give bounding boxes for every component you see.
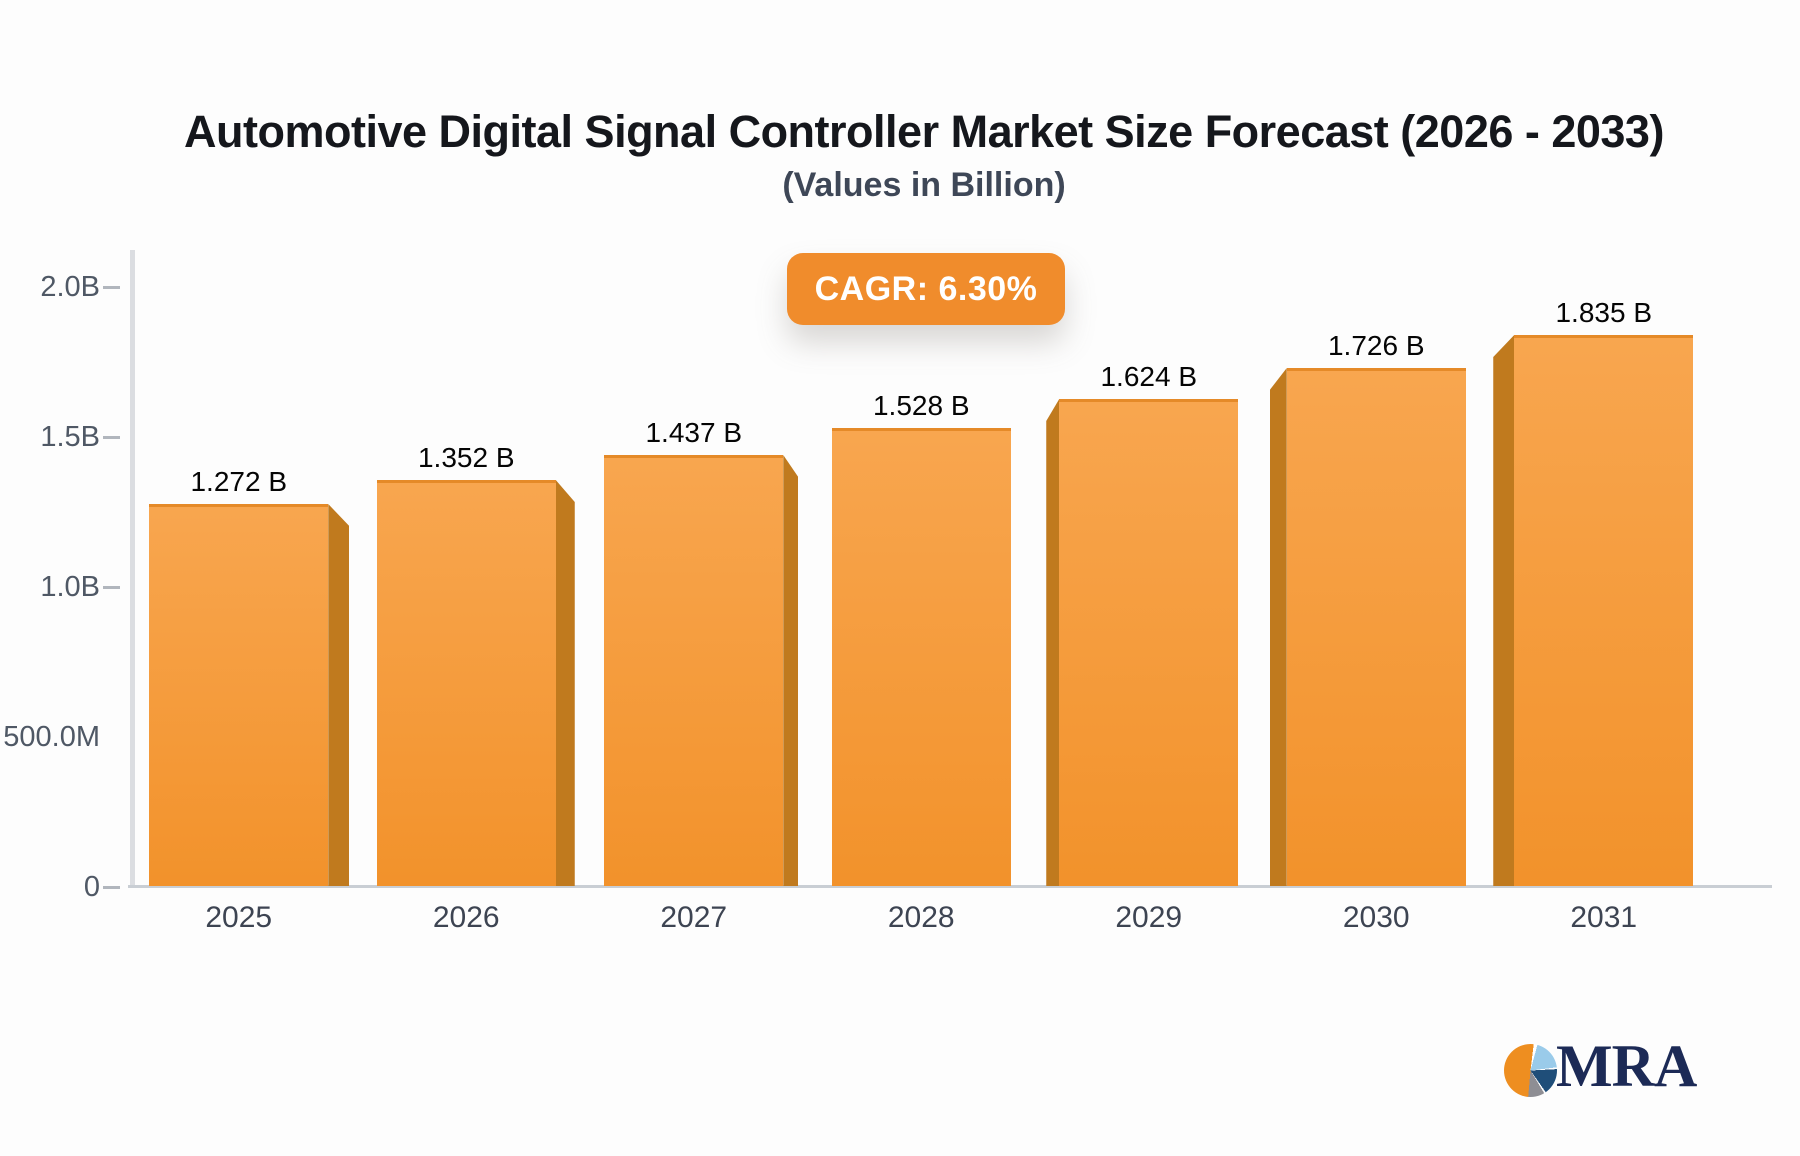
- bar-value-label: 1.835 B: [1555, 297, 1653, 328]
- x-tick-label: 2028: [887, 901, 955, 934]
- bar-value-label: 1.528 B: [872, 390, 970, 421]
- bar-2029: [1046, 399, 1239, 886]
- y-tick-dash: [103, 286, 120, 289]
- x-tick-label: 2030: [1342, 901, 1410, 934]
- y-tick-label: 0: [83, 871, 100, 903]
- bar-side-bevel: [783, 455, 799, 886]
- bar-face: [831, 428, 1011, 886]
- bar-face: [149, 504, 329, 886]
- bar-face: [1286, 368, 1466, 886]
- y-tick-label: 1.5B: [40, 421, 100, 453]
- y-tick-label: 500.0M: [3, 721, 100, 753]
- bar-value-label: 1.437 B: [645, 417, 743, 448]
- y-tick-label: 2.0B: [40, 271, 100, 303]
- x-tick-label: 2027: [660, 901, 728, 934]
- x-tick-label: 2029: [1115, 901, 1183, 934]
- brand-logo: MRA: [1502, 1030, 1712, 1105]
- x-axis-line: [128, 885, 1772, 888]
- chart-subtitle: (Values in Billion): [782, 166, 1066, 204]
- x-tick-label: 2031: [1570, 901, 1638, 934]
- y-tick-label: 1.0B: [40, 571, 100, 603]
- x-tick-label: 2026: [432, 901, 500, 934]
- bar-value-label: 1.352 B: [417, 442, 515, 473]
- chart-title: Automotive Digital Signal Controller Mar…: [184, 106, 1664, 157]
- y-tick-dash: [103, 436, 120, 439]
- bar-2030: [1269, 368, 1466, 886]
- y-tick-dash: [103, 886, 120, 889]
- bar-2027: [604, 455, 799, 886]
- bar-2025: [149, 504, 350, 886]
- bar-face: [1059, 399, 1239, 886]
- bar-face: [604, 455, 784, 886]
- bar-side-bevel: [1046, 399, 1060, 886]
- bar-face: [376, 480, 556, 886]
- bar-value-label: 1.624 B: [1100, 361, 1198, 392]
- bar-side-bevel: [328, 504, 350, 886]
- bar-side-bevel: [1493, 335, 1515, 886]
- bar-side-bevel: [555, 480, 575, 886]
- pie-chart-icon: [1504, 1044, 1557, 1097]
- bar-value-label: 1.272 B: [190, 466, 288, 497]
- y-tick-dash: [103, 586, 120, 589]
- x-tick-label: 2025: [205, 901, 273, 934]
- y-axis-line: [130, 250, 135, 886]
- cagr-badge-label: CAGR: 6.30%: [814, 269, 1038, 308]
- bar-side-bevel: [1269, 368, 1287, 886]
- brand-logo-text: MRA: [1556, 1033, 1697, 1099]
- cagr-badge: CAGR: 6.30%: [787, 253, 1065, 325]
- bar-2031: [1493, 335, 1694, 886]
- bar-value-label: 1.726 B: [1327, 330, 1425, 361]
- bar-2028: [831, 428, 1011, 886]
- bar-2026: [376, 480, 575, 886]
- bar-face: [1514, 335, 1694, 886]
